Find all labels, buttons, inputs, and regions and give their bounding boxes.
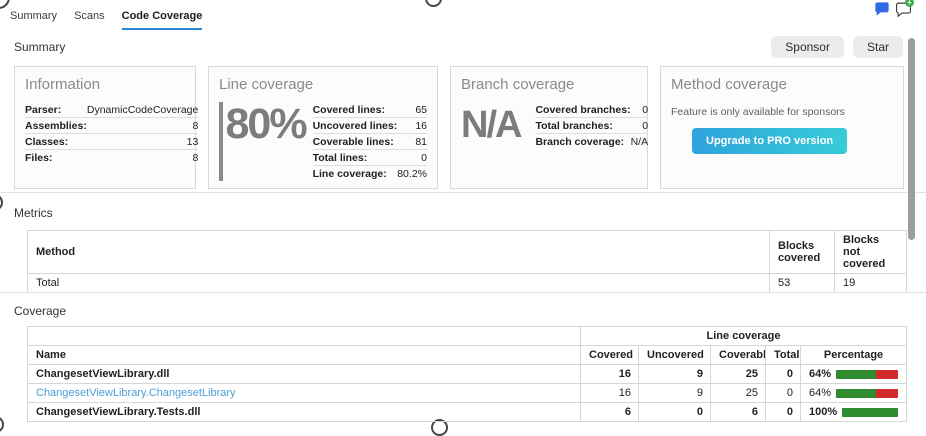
upgrade-pro-button[interactable]: Upgrade to PRO version [692, 128, 848, 154]
coverage-cell-total: 0 [765, 364, 801, 384]
information-table: Parser: DynamicCodeCoverage Assemblies: 8 … [25, 102, 199, 165]
feedback-icons: + [874, 0, 914, 18]
coverage-cell-name: ChangesetViewLibrary.Tests.dll [27, 402, 581, 422]
method-coverage-card: Method coverage Feature is only availabl… [660, 66, 904, 189]
branch-cov-row: Covered branches: 0 [535, 102, 649, 118]
coverage-cell-covered: 16 [580, 364, 639, 384]
selection-handle-bottom-left[interactable] [0, 416, 4, 433]
chat-icon[interactable] [874, 1, 890, 17]
branch-coverage-table: Covered branches: 0 Total branches: 0 Bran… [535, 102, 649, 149]
coverage-bar [842, 407, 899, 417]
add-comment-icon[interactable]: + [895, 0, 914, 18]
selection-handle-top-left[interactable] [0, 0, 10, 9]
coverage-cell-percentage: 100% [799, 402, 908, 422]
info-row: Files: 8 [25, 152, 199, 164]
line-cov-row: Coverable lines: 81 [312, 133, 427, 150]
line-coverage-table: Covered lines: 65 Uncovered lines: 16 Cove… [312, 102, 427, 181]
coverage-cell-coverable: 25 [710, 364, 766, 384]
branch-cov-row: Branch coverage: N/A [535, 136, 649, 148]
information-card-title: Information [25, 76, 101, 93]
coverage-col-percentage: Percentage [799, 345, 908, 365]
coverage-cell-uncovered: 9 [638, 383, 711, 403]
summary-section-title: Summary [14, 40, 66, 54]
info-row: Assemblies: 8 [25, 117, 199, 134]
coverage-cell-coverable: 6 [710, 402, 766, 422]
coverage-group-header-row: Line coverage [27, 326, 908, 346]
percentage-value: 64% [809, 368, 832, 380]
report-tabbar: Summary Scans Code Coverage [10, 10, 203, 30]
metrics-table: Method Blocks covered Blocks not covered… [27, 230, 907, 293]
sponsor-feature-note: Feature is only available for sponsors [671, 106, 845, 118]
coverage-cell-covered: 16 [580, 383, 639, 403]
selection-handle-top-center[interactable] [425, 0, 442, 7]
coverage-row-assembly: ChangesetViewLibrary.dll 16 9 25 0 64% [27, 364, 908, 384]
coverage-cell-total: 0 [765, 402, 801, 422]
coverage-table: Line coverage Name Covered Uncovered Cov… [27, 326, 908, 422]
coverage-cell-coverable: 25 [710, 383, 766, 403]
tab-summary[interactable]: Summary [10, 10, 58, 22]
coverage-bar [836, 369, 899, 379]
coverage-header-row: Name Covered Uncovered Coverable Total P… [27, 345, 908, 365]
metrics-col-blocks-not-covered: Blocks not covered [834, 230, 907, 274]
coverage-col-name: Name [27, 345, 581, 365]
line-coverage-big-value: 80% [225, 100, 308, 148]
branch-coverage-big-value: N/A [461, 103, 522, 146]
metrics-divider [0, 192, 926, 193]
line-cov-row: Line coverage: 80.2% [312, 168, 427, 180]
percentage-value: 64% [809, 387, 832, 399]
coverage-class-link[interactable]: ChangesetViewLibrary.ChangesetLibrary [27, 383, 581, 403]
plus-badge-icon: + [905, 0, 914, 7]
metrics-section-title: Metrics [14, 206, 53, 220]
metrics-cell-blocks-covered: 53 [769, 273, 835, 293]
tab-code-coverage[interactable]: Code Coverage [121, 10, 203, 30]
method-coverage-card-title: Method coverage [671, 76, 787, 93]
coverage-row-class: ChangesetViewLibrary.ChangesetLibrary 16… [27, 383, 908, 403]
metrics-cell-blocks-not-covered: 19 [834, 273, 907, 293]
coverage-group-empty [27, 326, 581, 346]
coverage-cell-uncovered: 0 [638, 402, 711, 422]
summary-cards: Information Parser: DynamicCodeCoverage A… [14, 66, 906, 189]
coverage-cell-name: ChangesetViewLibrary.dll [27, 364, 581, 384]
line-coverage-card-title: Line coverage [219, 76, 314, 93]
coverage-cell-total: 0 [765, 383, 801, 403]
star-button[interactable]: Star [852, 36, 903, 58]
coverage-col-covered: Covered [580, 345, 639, 365]
coverage-group-line-coverage: Line coverage [579, 326, 908, 346]
metrics-col-blocks-covered: Blocks covered [769, 230, 835, 274]
coverage-cell-uncovered: 9 [638, 364, 711, 384]
branch-coverage-card: Branch coverage N/A Covered branches: 0 T… [450, 66, 649, 189]
line-coverage-card: Line coverage 80% Covered lines: 65 Uncov… [208, 66, 438, 189]
coverage-col-uncovered: Uncovered [638, 345, 711, 365]
metrics-header-row: Method Blocks covered Blocks not covered [27, 230, 907, 274]
coverage-col-coverable: Coverable [710, 345, 766, 365]
coverage-gauge-bar [219, 102, 223, 181]
coverage-col-total: Total [765, 345, 801, 365]
coverage-cell-covered: 6 [580, 402, 639, 422]
branch-cov-row: Total branches: 0 [535, 117, 649, 134]
metrics-col-method: Method [27, 230, 770, 274]
coverage-bar [836, 388, 899, 398]
line-cov-row: Total lines: 0 [312, 149, 427, 166]
line-cov-row: Uncovered lines: 16 [312, 117, 427, 134]
selection-handle-left-middle[interactable] [0, 194, 3, 211]
metrics-row: Total 53 19 [27, 273, 907, 293]
coverage-row-assembly: ChangesetViewLibrary.Tests.dll 6 0 6 0 1… [27, 402, 908, 422]
line-cov-row: Covered lines: 65 [312, 102, 427, 118]
information-card: Information Parser: DynamicCodeCoverage A… [14, 66, 199, 189]
info-row: Classes: 13 [25, 133, 199, 150]
coverage-section-title: Coverage [14, 304, 67, 318]
metrics-cell-method: Total [27, 273, 770, 293]
coverage-cell-percentage: 64% [799, 383, 908, 403]
tab-scans[interactable]: Scans [74, 10, 105, 22]
coverage-divider [0, 292, 926, 293]
info-row: Parser: DynamicCodeCoverage [25, 102, 199, 118]
coverage-cell-percentage: 64% [799, 364, 908, 384]
vertical-scrollbar-thumb[interactable] [908, 38, 915, 240]
branch-coverage-card-title: Branch coverage [461, 76, 575, 93]
sponsor-button[interactable]: Sponsor [771, 36, 844, 58]
percentage-value: 100% [809, 406, 838, 418]
